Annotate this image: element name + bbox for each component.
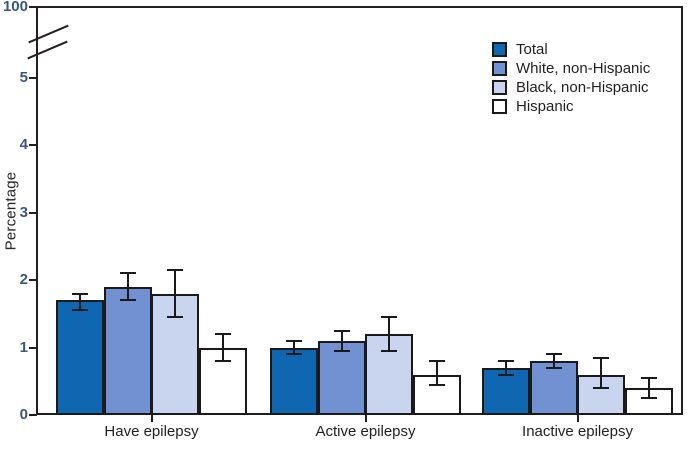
- y-tick-label: 5: [19, 68, 28, 86]
- error-bar-line: [600, 357, 602, 388]
- error-bar-line: [648, 377, 650, 399]
- x-tick-mark: [576, 415, 579, 422]
- category-label: Inactive epilepsy: [522, 423, 633, 440]
- error-bar-cap-bottom: [429, 383, 445, 386]
- error-bar-cap-bottom: [641, 397, 657, 400]
- legend-row: Black, non-Hispanic: [492, 78, 650, 97]
- legend-label: Hispanic: [516, 98, 574, 115]
- x-tick-mark: [150, 415, 153, 422]
- y-tick-mark: [29, 144, 37, 146]
- y-tick-mark: [29, 76, 37, 79]
- y-tick-label: 2: [19, 271, 28, 288]
- y-tick-mark: [29, 6, 37, 8]
- error-bar-cap-top: [429, 360, 445, 362]
- bar-white-non-hispanic: [318, 340, 366, 415]
- error-bar-cap-bottom: [334, 349, 350, 352]
- legend-swatch: [492, 61, 507, 76]
- error-bar-line: [436, 361, 438, 385]
- error-bar-cap-bottom: [120, 299, 136, 302]
- error-bar-line: [174, 269, 176, 318]
- y-tick-label: 3: [19, 203, 28, 221]
- error-bar-cap-top: [334, 329, 350, 332]
- bar-total: [270, 347, 318, 415]
- y-tick-label: 0: [19, 406, 28, 423]
- bar-white-non-hispanic: [104, 286, 152, 415]
- legend-row: White, non-Hispanic: [492, 59, 650, 78]
- error-bar-cap-bottom: [286, 353, 302, 356]
- legend-label: Total: [516, 41, 548, 58]
- legend-swatch: [492, 99, 507, 114]
- bar-total: [56, 300, 104, 415]
- y-tick-label: 4: [19, 136, 28, 153]
- error-bar-cap-bottom: [498, 373, 514, 376]
- error-bar-cap-top: [593, 356, 609, 359]
- error-bar-cap-top: [286, 339, 302, 342]
- error-bar-cap-top: [120, 272, 136, 275]
- y-tick-label: 1: [19, 338, 28, 356]
- legend-label: White, non-Hispanic: [516, 60, 651, 77]
- error-bar-cap-top: [546, 353, 562, 356]
- error-bar-cap-bottom: [215, 360, 231, 362]
- y-tick-mark: [29, 279, 37, 281]
- error-bar-cap-top: [381, 316, 397, 319]
- error-bar-line: [388, 317, 390, 351]
- bar-black-non-hispanic: [151, 293, 199, 415]
- legend-row: Hispanic: [492, 97, 650, 116]
- legend-swatch: [492, 80, 507, 95]
- category-label: Active epilepsy: [315, 423, 416, 440]
- error-bar-cap-bottom: [593, 387, 609, 389]
- error-bar-line: [341, 330, 343, 351]
- y-tick-label: 100: [2, 0, 28, 15]
- error-bar-cap-bottom: [381, 349, 397, 352]
- legend-label: Black, non-Hispanic: [516, 79, 649, 96]
- error-bar-cap-top: [72, 292, 88, 295]
- error-bar-cap-top: [498, 360, 514, 362]
- error-bar-line: [222, 334, 224, 361]
- error-bar-cap-bottom: [167, 316, 183, 319]
- y-tick-mark: [29, 211, 37, 214]
- error-bar-line: [505, 361, 507, 375]
- error-bar-line: [553, 354, 555, 368]
- error-bar-cap-top: [641, 376, 657, 379]
- error-bar-line: [79, 293, 81, 311]
- x-tick-mark: [364, 415, 367, 422]
- legend-swatch: [492, 42, 507, 57]
- bar-white-non-hispanic: [530, 361, 578, 415]
- category-label: Have epilepsy: [104, 423, 199, 440]
- error-bar-cap-bottom: [72, 309, 88, 312]
- error-bar-cap-bottom: [546, 366, 562, 369]
- error-bar-cap-top: [167, 268, 183, 271]
- legend: Total White, non-Hispanic Black, non-Hispa…: [492, 40, 650, 116]
- y-tick-mark: [29, 346, 37, 349]
- error-bar-cap-top: [215, 333, 231, 335]
- error-bar-line: [293, 340, 295, 355]
- legend-row: Total: [492, 40, 650, 59]
- y-tick-mark: [29, 414, 37, 416]
- error-bar-line: [127, 273, 129, 301]
